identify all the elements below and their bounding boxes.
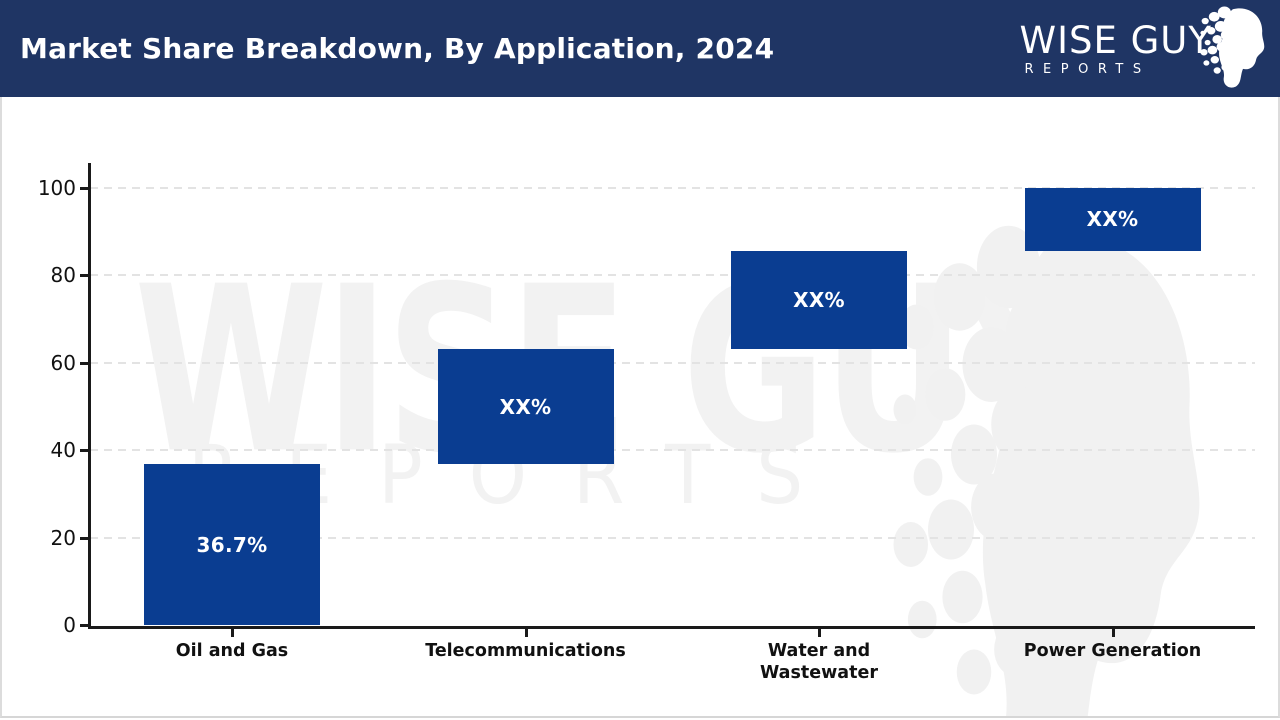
y-tick-60 [80,361,89,365]
bar-value-label: XX% [499,394,552,419]
bar-value-label: XX% [1086,207,1139,232]
watermark-face-icon [893,225,1200,716]
y-axis-line [88,163,91,629]
y-tick-0 [80,624,89,627]
y-tick-label-0: 0 [63,613,76,637]
y-tick-100 [80,186,89,190]
y-tick-80 [80,274,89,277]
bar-value-label: 36.7% [196,532,268,557]
x-category-label-0: Oil and Gas [175,641,289,661]
wise-guy-face-icon [1200,6,1265,88]
bar-0[interactable]: 36.7% [144,464,320,625]
x-category-label-1: Telecommunications [425,641,626,661]
y-tick-label-20: 20 [50,525,76,550]
logo-primary-text: WISE GUY [1019,18,1212,62]
y-tick-20 [80,536,89,540]
x-tick-2 [818,628,821,637]
bar-2[interactable]: XX% [731,250,907,350]
y-tick-label-60: 60 [50,350,76,375]
gridline-40 [90,449,1255,451]
y-tick-label-80: 80 [50,263,76,287]
y-tick-label-100: 100 [37,175,76,200]
x-category-label-2: Water and Wastewater [760,641,878,683]
bar-value-label: XX% [793,288,845,313]
y-tick-40 [80,449,89,452]
logo-secondary-text: REPORTS [1024,61,1151,77]
gridline-20 [90,536,1255,539]
plot-area: WISE GUY REPORTS 0 20 40 60 80 100 Oil and Ga… [0,97,1280,718]
gridline-80 [90,274,1255,276]
logo-wordmark: WISE GUY REPORTS [1020,22,1212,77]
bar-1[interactable]: XX% [437,349,614,465]
x-tick-3 [1111,628,1115,637]
chart-title: Market Share Breakdown, By Application, … [20,32,775,65]
header-bar: Market Share Breakdown, By Application, … [0,0,1280,97]
y-tick-label-40: 40 [50,438,76,462]
x-axis-line [88,626,1255,629]
x-category-label-3: Power Generation [1023,641,1202,661]
x-tick-1 [524,628,528,637]
x-tick-0 [231,628,234,637]
gridline-60 [90,361,1255,364]
bar-3[interactable]: XX% [1024,187,1201,251]
gridline-100 [90,186,1255,189]
wise-guy-logo: WISE GUY REPORTS [1020,4,1270,94]
